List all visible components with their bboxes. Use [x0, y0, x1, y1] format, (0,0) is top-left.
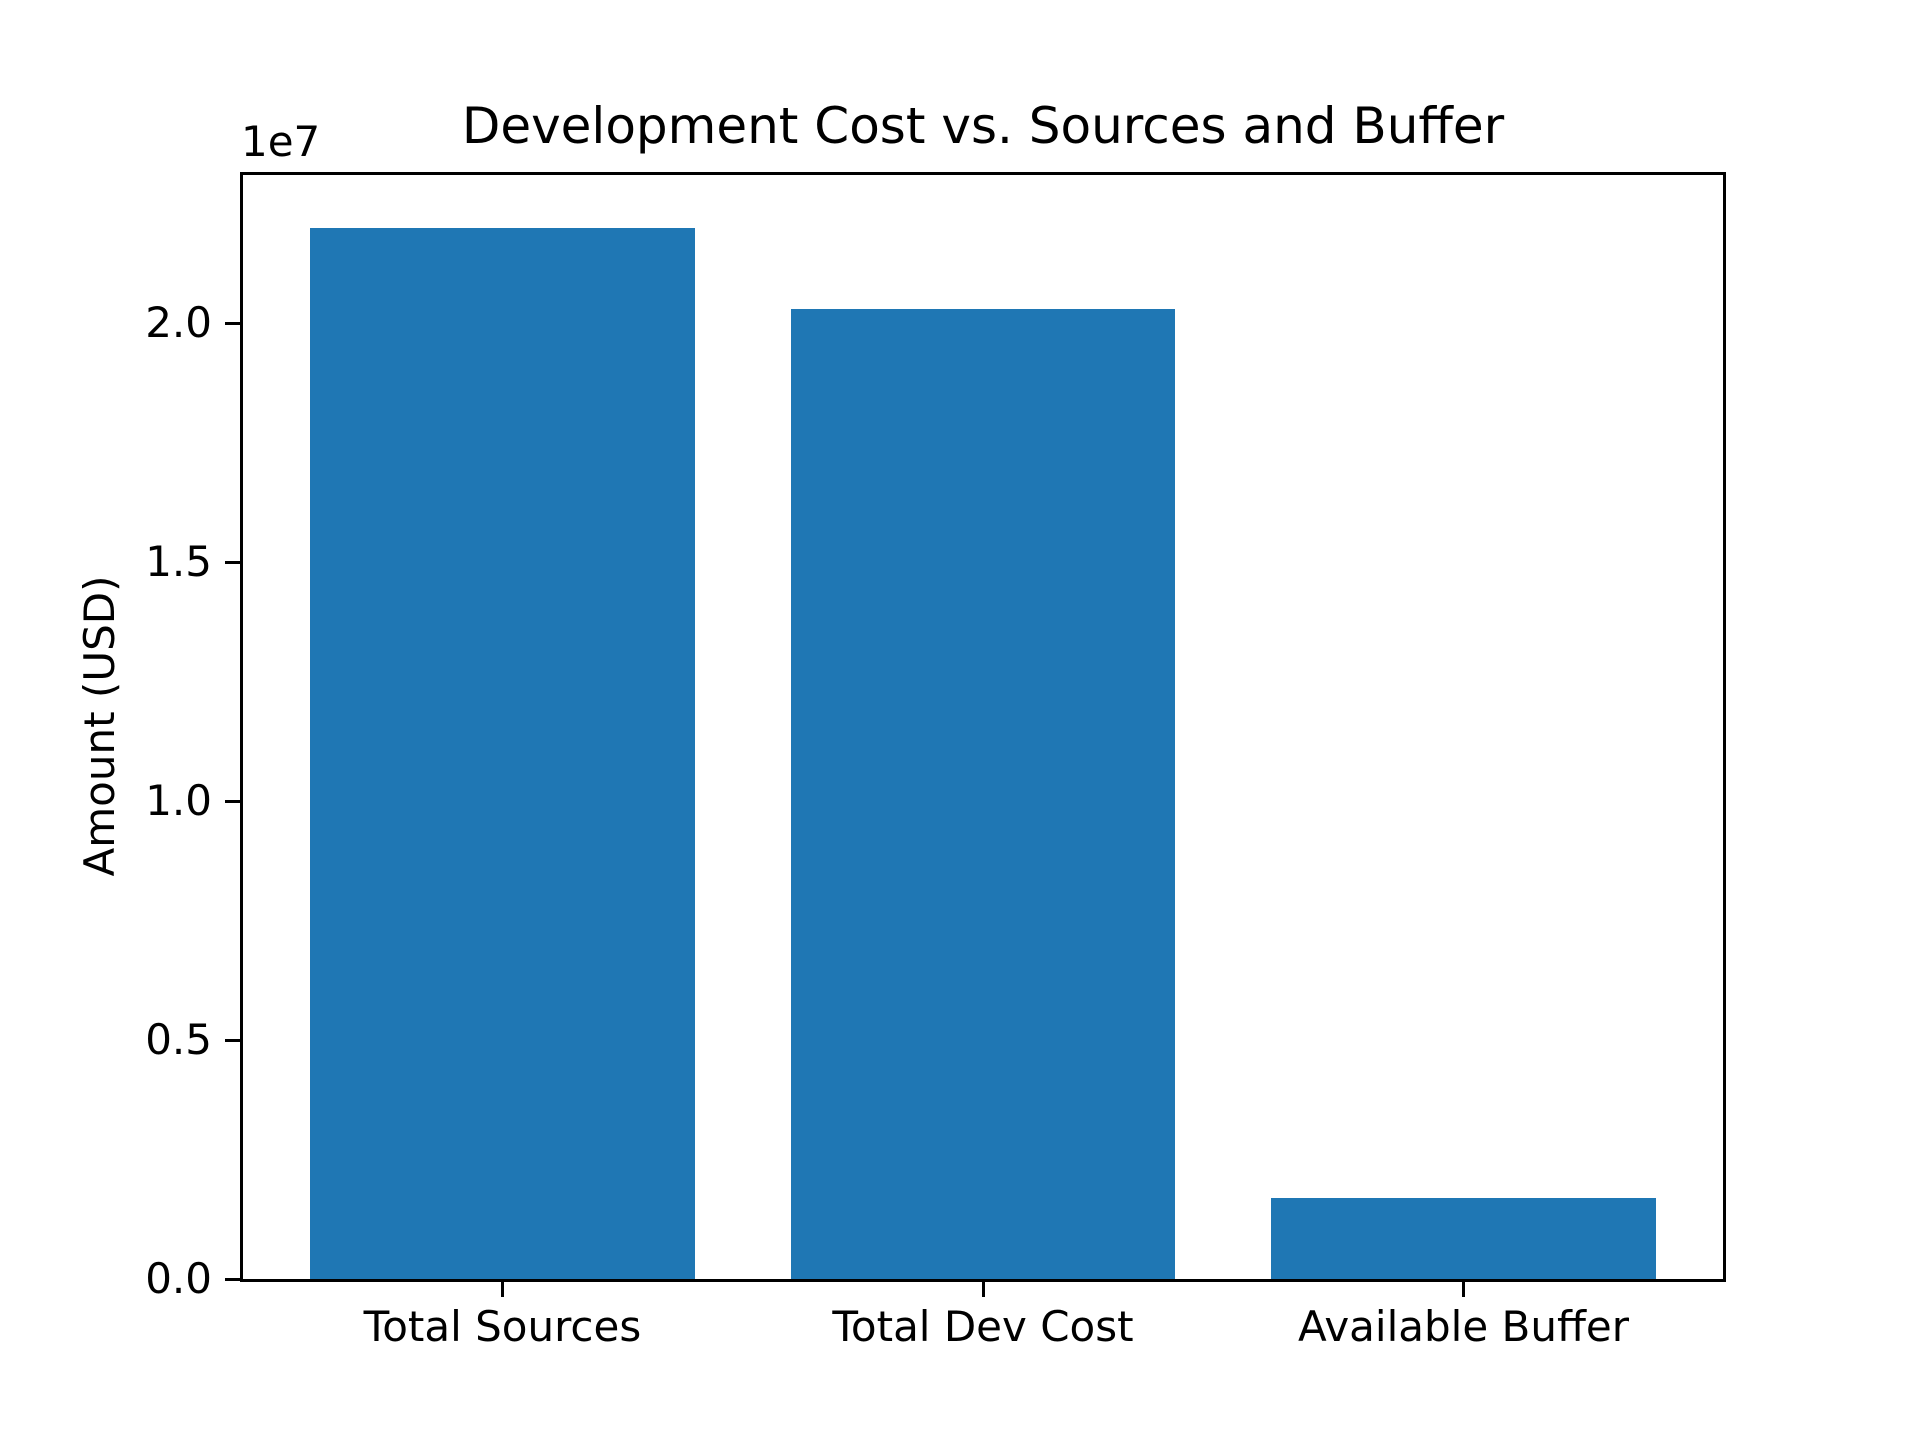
y-tick-mark [225, 560, 240, 564]
y-axis-label: Amount (USD) [75, 575, 124, 877]
bars-layer [243, 175, 1723, 1279]
y-tick-label: 0.0 [145, 1254, 212, 1303]
y-tick-label: 1.0 [145, 776, 212, 826]
bar-total-dev-cost [790, 308, 1176, 1279]
y-tick-mark [225, 1038, 240, 1042]
x-tick-label-available-buffer: Available Buffer [1298, 1302, 1629, 1351]
bar-available-buffer [1271, 1197, 1656, 1279]
y-tick-label: 2.0 [145, 298, 212, 348]
x-tick-mark [981, 1282, 985, 1297]
x-tick-label-total-sources: Total Sources [363, 1302, 642, 1351]
x-tick-mark [1462, 1282, 1466, 1297]
y-tick-mark [225, 799, 240, 803]
y-tick-label: 1.5 [145, 537, 212, 587]
x-tick-mark [500, 1282, 504, 1297]
y-tick-label: 0.5 [145, 1015, 212, 1065]
x-tick-label-total-dev-cost: Total Dev Cost [832, 1302, 1134, 1351]
y-tick-mark [225, 1277, 240, 1281]
chart-title: Development Cost vs. Sources and Buffer [461, 97, 1505, 155]
y-tick-mark [225, 321, 240, 325]
y-axis-offset-label: 1e7 [241, 117, 321, 166]
bar-total-sources [310, 227, 695, 1279]
plot-area [240, 172, 1726, 1282]
